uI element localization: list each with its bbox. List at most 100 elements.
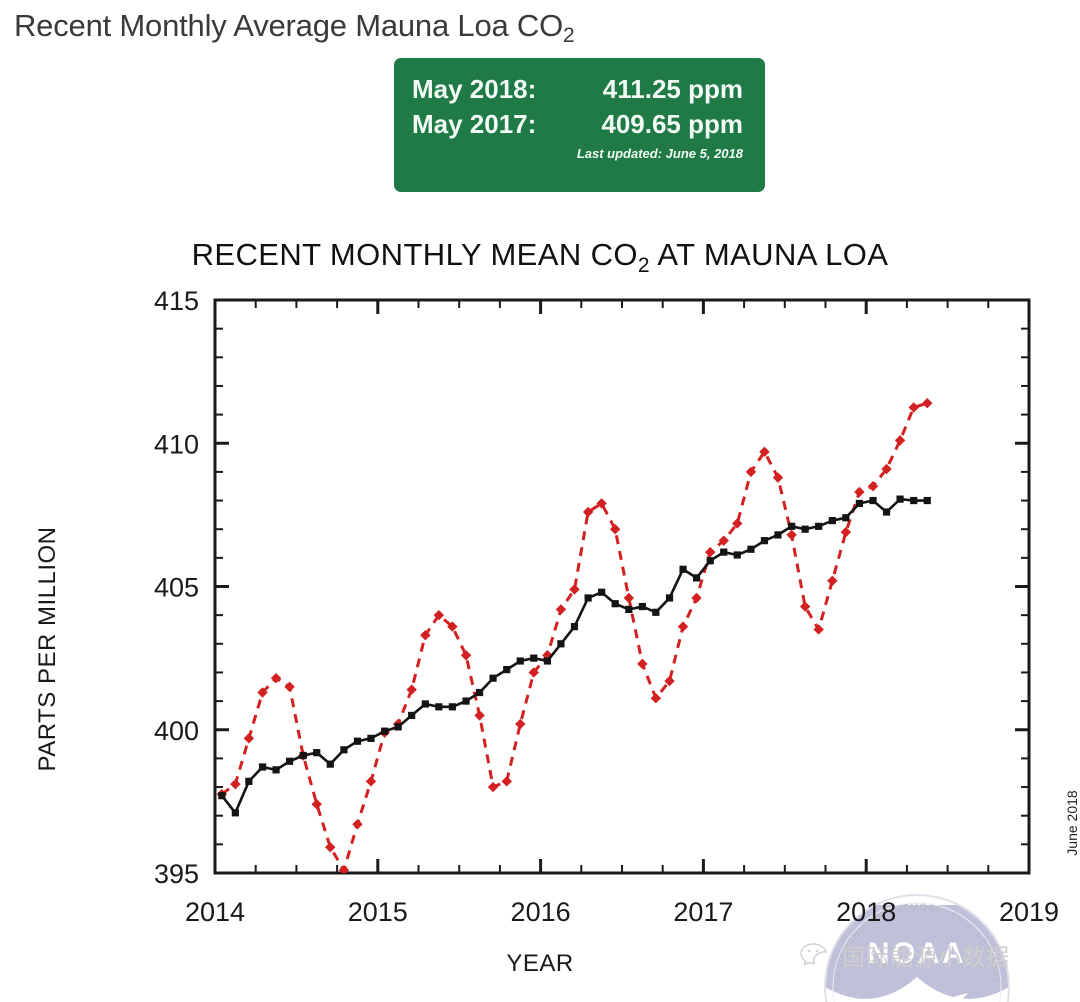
- data-point: [285, 757, 294, 765]
- data-point: [815, 522, 823, 530]
- data-point: [408, 711, 416, 720]
- data-point: [896, 495, 904, 503]
- data-point: [394, 723, 402, 731]
- data-point: [516, 657, 524, 665]
- data-point: [691, 592, 702, 604]
- summary-value-may-2018: 411.25 ppm: [602, 74, 743, 104]
- data-point: [652, 608, 660, 616]
- page-title-subscript: 2: [563, 24, 575, 47]
- data-point: [842, 514, 850, 522]
- chart-title-main: RECENT MONTHLY MEAN CO: [191, 237, 638, 272]
- data-point: [462, 697, 470, 705]
- data-point: [923, 496, 931, 505]
- data-point: [435, 703, 443, 711]
- data-point: [353, 737, 362, 745]
- data-point: [677, 621, 689, 632]
- data-point: [759, 446, 770, 458]
- y-tick-label: 400: [154, 716, 199, 746]
- data-point: [231, 809, 239, 817]
- data-point: [530, 654, 538, 662]
- x-tick-label: 2017: [673, 897, 733, 927]
- y-tick-label: 410: [154, 429, 199, 459]
- watermark-text: 国际能源小数据: [842, 944, 1010, 970]
- data-point: [908, 402, 919, 413]
- data-point: [569, 584, 580, 595]
- data-point: [367, 734, 375, 742]
- data-point: [788, 522, 796, 530]
- summary-row: May 2017: 409.65 ppm: [412, 107, 747, 142]
- data-point: [557, 640, 565, 648]
- data-point: [745, 466, 757, 478]
- data-point: [503, 665, 511, 674]
- co2-summary-card: May 2018: 411.25 ppm May 2017: 409.65 pp…: [394, 58, 765, 192]
- chart-plot-svg: NATIONAL OCEANIC AND ATMOSPHERIC ADMINIS…: [0, 215, 1059, 1002]
- data-point: [299, 751, 307, 760]
- y-tick-label: 415: [154, 286, 199, 316]
- data-point: [381, 727, 389, 735]
- data-point: [311, 799, 322, 810]
- data-point: [813, 624, 824, 635]
- data-point: [528, 667, 539, 678]
- series-line-0: [220, 401, 928, 873]
- data-point: [433, 609, 445, 621]
- page-title-text: Recent Monthly Average Mauna Loa CO: [14, 8, 564, 43]
- data-point: [272, 766, 280, 774]
- data-point: [447, 621, 458, 632]
- data-point: [774, 531, 782, 539]
- summary-label-may-2017: May 2017:: [412, 109, 537, 140]
- data-point: [365, 776, 377, 787]
- x-tick-label: 2018: [836, 897, 896, 927]
- data-point: [584, 594, 592, 602]
- data-point: [733, 551, 741, 559]
- x-tick-label: 2019: [999, 897, 1059, 927]
- svg-text:NOAA: NOAA: [868, 937, 966, 970]
- data-point: [882, 508, 891, 516]
- data-point: [270, 672, 282, 684]
- data-point: [760, 537, 769, 545]
- data-point: [611, 600, 619, 608]
- data-point: [501, 776, 512, 787]
- data-point: [854, 486, 865, 498]
- data-point: [609, 524, 621, 535]
- chart-title-tail: AT MAUNA LOA: [650, 237, 889, 272]
- x-tick-label: 2015: [348, 897, 408, 927]
- svg-text:NATIONAL OCEANIC AND ATMOSPHER: NATIONAL OCEANIC AND ATMOSPHERIC ADMINIS…: [0, 215, 1002, 985]
- data-point: [257, 687, 268, 698]
- data-point: [258, 763, 267, 771]
- page-title: Recent Monthly Average Mauna Loa CO2: [14, 8, 575, 47]
- y-tick-label: 395: [154, 859, 199, 889]
- wechat-icon: [800, 943, 827, 966]
- summary-row: May 2018: 411.25 ppm: [412, 72, 747, 107]
- data-point: [786, 529, 797, 541]
- data-point: [313, 749, 321, 757]
- data-point: [720, 548, 728, 556]
- data-point: [894, 435, 906, 446]
- y-tick-label: 405: [154, 573, 199, 603]
- data-point: [555, 604, 567, 615]
- data-point: [665, 594, 674, 602]
- summary-label-may-2018: May 2018:: [412, 74, 537, 104]
- data-point: [325, 842, 336, 853]
- data-point: [867, 481, 879, 492]
- data-point: [922, 397, 933, 409]
- chart-series-layer: [216, 397, 933, 873]
- data-point: [623, 592, 635, 604]
- data-point: [243, 733, 255, 744]
- chart-title: RECENT MONTHLY MEAN CO2 AT MAUNA LOA: [0, 237, 1080, 277]
- data-point: [637, 658, 648, 670]
- data-point: [772, 472, 784, 483]
- data-point: [625, 605, 633, 614]
- data-point: [474, 710, 485, 721]
- x-axis-title: YEAR: [506, 950, 574, 977]
- data-point: [406, 684, 417, 695]
- data-point: [827, 575, 838, 586]
- data-point: [543, 657, 552, 665]
- co2-chart: RECENT MONTHLY MEAN CO2 AT MAUNA LOA PAR…: [0, 215, 1080, 1002]
- data-point: [245, 777, 253, 785]
- data-point: [582, 506, 594, 518]
- x-tick-label: 2014: [185, 897, 245, 927]
- data-point: [448, 703, 456, 711]
- watermark: 国际能源小数据: [800, 938, 1010, 972]
- data-point: [284, 681, 295, 692]
